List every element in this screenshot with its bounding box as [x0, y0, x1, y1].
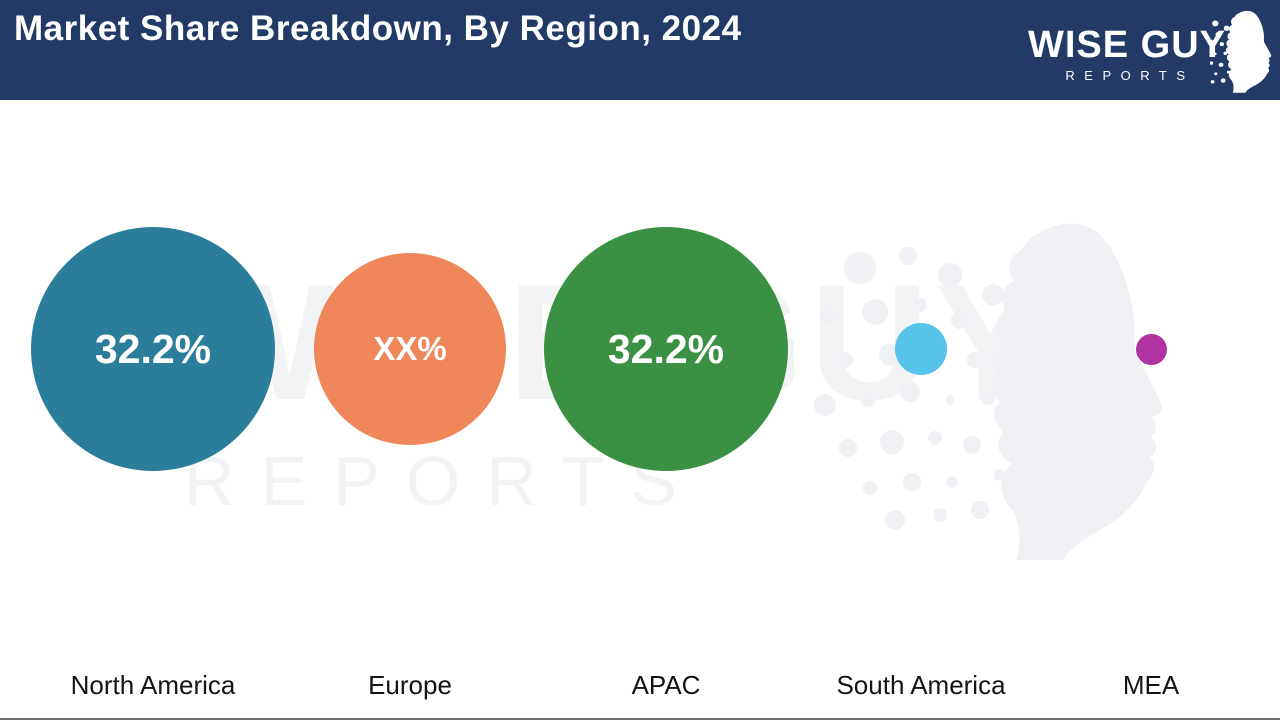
page-title: Market Share Breakdown, By Region, 2024	[14, 9, 742, 48]
bottom-border	[0, 718, 1280, 720]
chart-area: WISE GUY REPORTS 32.2% XX% 32.2% North A…	[0, 100, 1280, 718]
category-label-south-america: South America	[836, 670, 1006, 700]
watermark-head-icon	[814, 223, 1162, 560]
bubble-value-europe: XX%	[373, 330, 447, 367]
watermark-subtitle: REPORTS	[184, 442, 704, 520]
bubble-north-america: 32.2%	[31, 227, 275, 471]
header: Market Share Breakdown, By Region, 2024 …	[0, 0, 1280, 100]
category-label-north-america: North America	[70, 670, 236, 700]
bubble-apac: 32.2%	[544, 227, 788, 471]
bubble-mea	[1136, 334, 1167, 365]
bubble-europe: XX%	[314, 253, 506, 445]
wiseguy-head-icon	[1210, 10, 1272, 93]
bubble-value-apac: 32.2%	[607, 325, 725, 372]
category-label-europe: Europe	[368, 670, 452, 700]
wiseguy-logo: WISE GUY REPORTS	[1028, 8, 1272, 94]
logo-text: WISE GUY REPORTS	[1028, 26, 1226, 83]
logo-wordmark: WISE GUY	[1027, 24, 1226, 66]
category-label-apac: APAC	[631, 670, 701, 700]
logo-subtitle: REPORTS	[1065, 68, 1195, 83]
bubble-value-north-america: 32.2%	[94, 325, 212, 372]
bubble-south-america	[895, 323, 947, 375]
category-label-mea: MEA	[1122, 670, 1180, 700]
